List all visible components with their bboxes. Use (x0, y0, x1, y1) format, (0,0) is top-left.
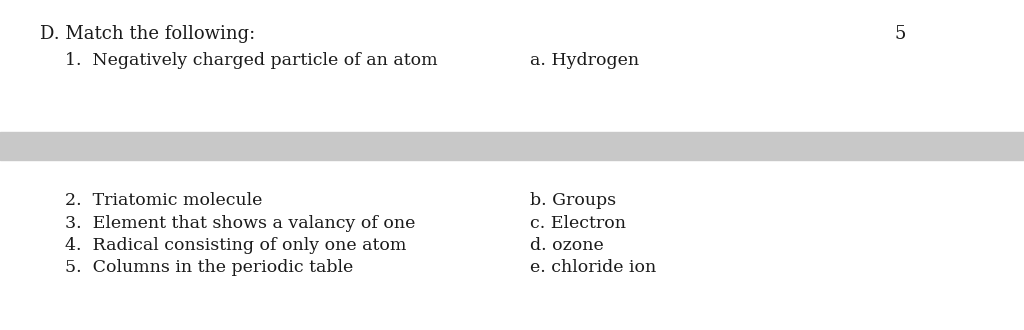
Text: e. chloride ion: e. chloride ion (530, 259, 656, 276)
Text: 1.  Negatively charged particle of an atom: 1. Negatively charged particle of an ato… (65, 52, 437, 69)
Text: 3.  Element that shows a valancy of one: 3. Element that shows a valancy of one (65, 215, 416, 232)
Text: 5.  Columns in the periodic table: 5. Columns in the periodic table (65, 259, 353, 276)
Text: 5: 5 (895, 25, 906, 43)
Text: b. Groups: b. Groups (530, 192, 616, 209)
Text: D. Match the following:: D. Match the following: (40, 25, 255, 43)
Bar (0, 132, 1024, 160)
Text: 4.  Radical consisting of only one atom: 4. Radical consisting of only one atom (65, 237, 407, 254)
Text: 2.  Triatomic molecule: 2. Triatomic molecule (65, 192, 262, 209)
Text: c. Electron: c. Electron (530, 215, 626, 232)
Text: a. Hydrogen: a. Hydrogen (530, 52, 639, 69)
Text: d. ozone: d. ozone (530, 237, 604, 254)
